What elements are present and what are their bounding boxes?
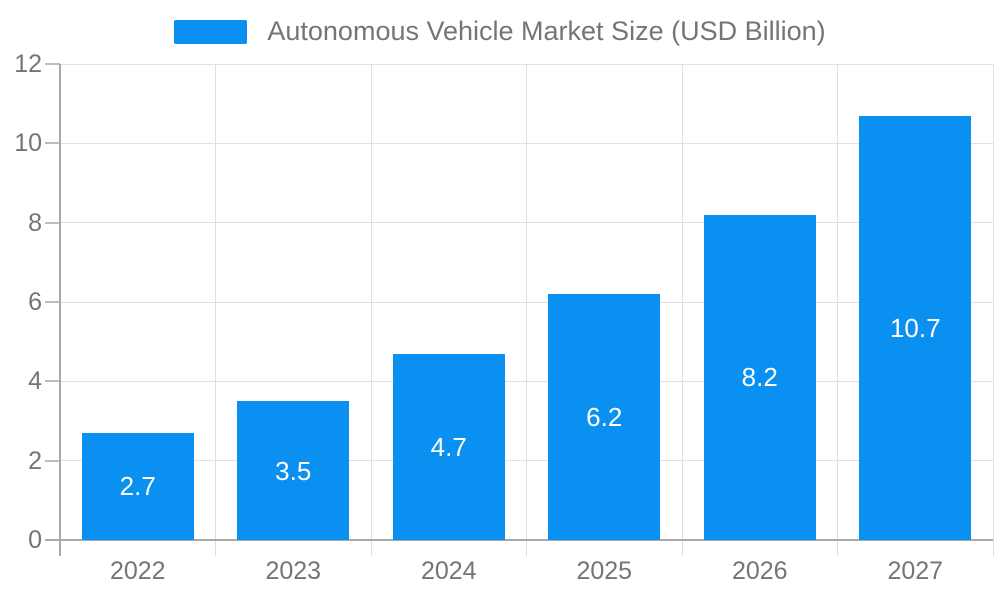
x-gridline [215, 64, 216, 556]
y-tick [45, 63, 60, 65]
y-axis-line [59, 64, 61, 556]
y-tick [45, 142, 60, 145]
bar-2026 [703, 214, 816, 540]
x-tick-label: 2027 [887, 557, 944, 585]
bar-value-label: 6.2 [586, 402, 623, 433]
x-tick-label: 2022 [109, 557, 166, 585]
y-tick-label: 12 [14, 50, 42, 78]
legend-swatch [174, 19, 248, 44]
bar-2027 [859, 115, 972, 540]
y-tick-label: 0 [28, 526, 42, 554]
x-tick-label: 2026 [731, 557, 788, 585]
y-tick-label: 8 [28, 208, 42, 237]
bar-2023 [237, 401, 350, 540]
x-tick-label: 2024 [420, 557, 477, 585]
bar-value-label: 4.7 [430, 431, 467, 462]
x-gridline [681, 64, 683, 556]
x-gridline [370, 64, 372, 556]
x-axis-line [45, 539, 993, 541]
bar-value-label: 10.7 [889, 312, 941, 343]
bar-value-label: 2.7 [119, 471, 156, 502]
bar-2022 [81, 432, 194, 540]
y-tick [45, 301, 60, 303]
x-gridline [992, 64, 994, 556]
x-tick-label: 2023 [265, 557, 322, 585]
y-tick [45, 380, 60, 383]
y-tick-label: 2 [28, 446, 42, 475]
y-tick [45, 459, 60, 462]
legend: Autonomous Vehicle Market Size (USD Bill… [0, 16, 1000, 47]
bar-value-label: 8.2 [741, 362, 778, 393]
y-tick-label: 6 [28, 288, 42, 316]
bar-2024 [392, 353, 505, 540]
y-tick-label: 4 [28, 367, 42, 396]
y-tick-label: 10 [14, 129, 42, 158]
x-gridline [837, 64, 838, 556]
x-tick-label: 2025 [576, 557, 633, 585]
y-tick [45, 221, 60, 224]
bar-2025 [548, 294, 661, 540]
bar-value-label: 3.5 [275, 455, 312, 486]
x-gridline [526, 64, 527, 556]
legend-label: Autonomous Vehicle Market Size (USD Bill… [267, 16, 826, 46]
